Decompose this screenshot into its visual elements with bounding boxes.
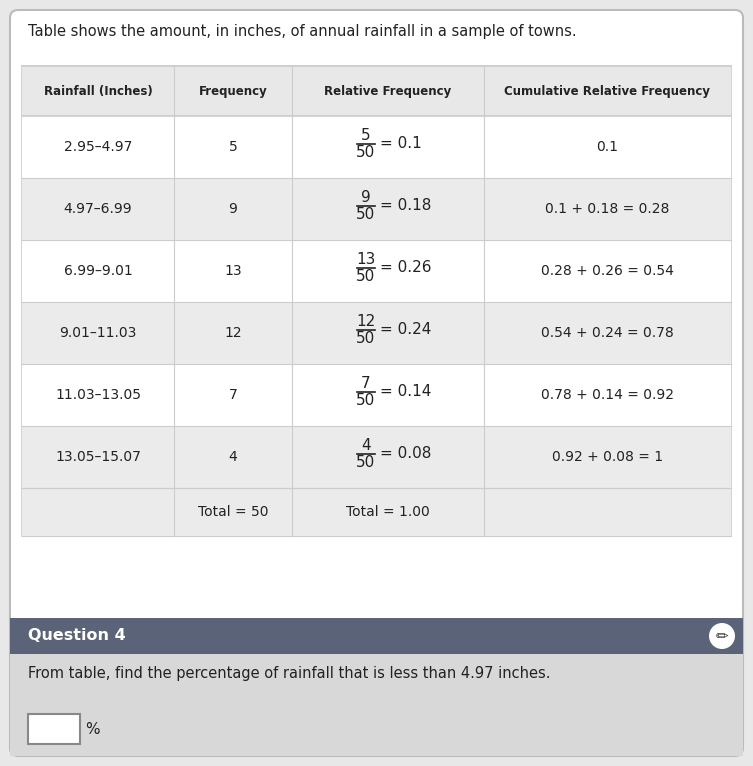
Text: From table, find the percentage of rainfall that is less than 4.97 inches.: From table, find the percentage of rainf… [28,666,550,681]
Text: 50: 50 [356,145,376,160]
Text: 5: 5 [361,128,370,143]
Text: 0.1: 0.1 [596,140,618,154]
Circle shape [709,623,735,649]
Bar [10,654,743,756]
Bar [22,302,731,364]
Text: 13.05–15.07: 13.05–15.07 [55,450,141,464]
Text: 4.97–6.99: 4.97–6.99 [64,202,133,216]
Bar [22,240,731,302]
Bar [22,178,731,240]
Text: 11.03–13.05: 11.03–13.05 [55,388,141,402]
Bar [22,364,731,426]
Text: 6.99–9.01: 6.99–9.01 [63,264,133,278]
Text: 50: 50 [356,393,376,408]
Text: 5: 5 [229,140,237,154]
Text: Question 4: Question 4 [28,628,126,643]
Text: 50: 50 [356,207,376,222]
Bar [22,116,731,178]
Text: 4: 4 [229,450,237,464]
Text: 9: 9 [229,202,237,216]
Text: = 0.26: = 0.26 [380,260,431,275]
Bar [22,488,731,536]
Text: 12: 12 [356,314,376,329]
Text: = 0.24: = 0.24 [380,322,431,337]
Text: 0.78 + 0.14 = 0.92: 0.78 + 0.14 = 0.92 [541,388,674,402]
Text: 0.92 + 0.08 = 1: 0.92 + 0.08 = 1 [552,450,663,464]
Text: 9: 9 [361,190,371,205]
Text: Rainfall (Inches): Rainfall (Inches) [44,84,152,97]
Bar [22,66,731,536]
Text: Cumulative Relative Frequency: Cumulative Relative Frequency [505,84,711,97]
Text: 13: 13 [224,264,242,278]
Text: 0.28 + 0.26 = 0.54: 0.28 + 0.26 = 0.54 [541,264,674,278]
Text: 0.1 + 0.18 = 0.28: 0.1 + 0.18 = 0.28 [545,202,669,216]
Bar [22,66,731,116]
Text: ✏: ✏ [715,628,728,643]
Text: 9.01–11.03: 9.01–11.03 [59,326,137,340]
Text: 50: 50 [356,331,376,346]
Text: Relative Frequency: Relative Frequency [325,84,452,97]
Text: 13: 13 [356,252,376,267]
Text: Total = 50: Total = 50 [198,505,268,519]
Text: 7: 7 [361,376,370,391]
Text: = 0.18: = 0.18 [380,198,431,213]
Text: 50: 50 [356,455,376,470]
Text: Total = 1.00: Total = 1.00 [346,505,430,519]
Text: = 0.1: = 0.1 [380,136,422,151]
Text: 12: 12 [224,326,242,340]
Text: = 0.08: = 0.08 [380,446,431,461]
Text: Table shows the amount, in inches, of annual rainfall in a sample of towns.: Table shows the amount, in inches, of an… [28,24,577,39]
Text: %: % [85,722,99,736]
Text: 2.95–4.97: 2.95–4.97 [64,140,133,154]
Text: 0.54 + 0.24 = 0.78: 0.54 + 0.24 = 0.78 [541,326,674,340]
Text: = 0.14: = 0.14 [380,384,431,399]
Bar [22,426,731,488]
Bar [28,714,80,744]
Text: 7: 7 [229,388,237,402]
Text: 4: 4 [361,438,370,453]
Text: 50: 50 [356,269,376,284]
FancyBboxPatch shape [10,10,743,756]
Bar [10,618,743,654]
Text: Frequency: Frequency [199,84,267,97]
